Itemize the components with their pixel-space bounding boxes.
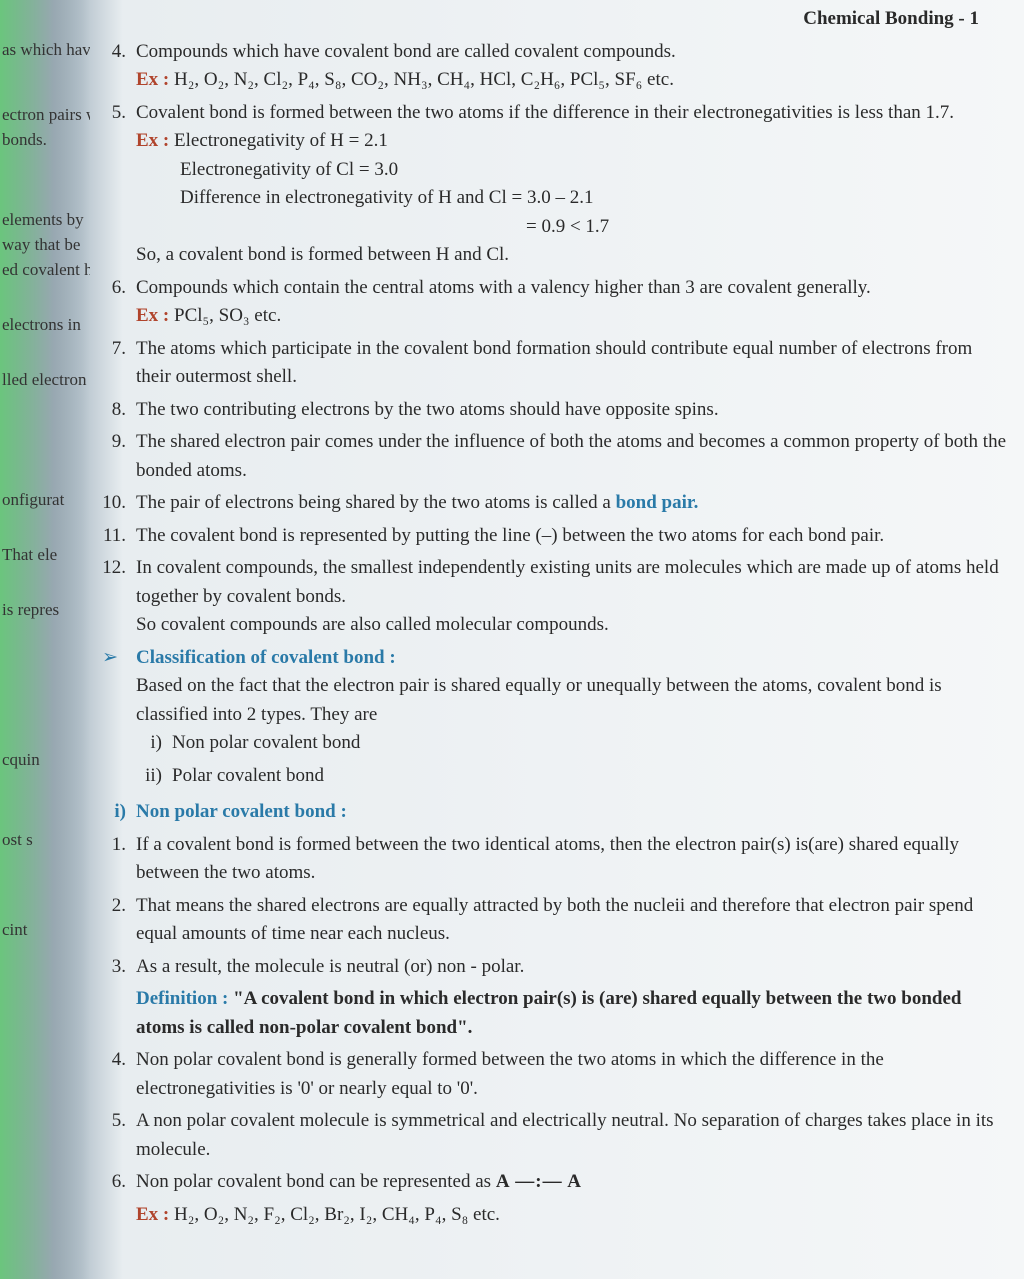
edge-text: ectron pairs wh [0,105,90,125]
np-point-3: 3. As a result, the molecule is neutral … [100,953,1009,982]
example-label: Ex : [136,130,174,151]
nonpolar-heading: i) Non polar covalent bond : [100,798,1009,827]
np-point-6: 6. Non polar covalent bond can be repres… [100,1168,1009,1197]
point-number: 3. [100,953,136,982]
example-line: Electronegativity of H = 2.1 [174,130,388,151]
point-number: 4. [100,1046,136,1103]
point-text: That means the shared electrons are equa… [136,892,1009,949]
list-item: Non polar covalent bond [172,729,360,758]
point-number: 7. [100,335,136,392]
point-6: 6. Compounds which contain the central a… [100,274,1009,331]
point-number: 12. [100,554,136,640]
point-5: 5. Covalent bond is formed between the t… [100,99,1009,270]
edge-text: elements by [0,210,90,230]
example-text: H₂, O₂, N₂, F₂, Cl₂, Br₂, I₂, CH₄, P₄, S… [174,1204,500,1225]
point-number: 11. [100,522,136,551]
edge-text: bonds. [0,130,90,150]
point-number: 6. [100,1168,136,1197]
roman-num: i) [136,729,172,758]
edge-text: cint [0,920,90,940]
point-number: 4. [100,38,136,95]
example-label: Ex : [136,305,174,326]
classification-section: ➢ Classification of covalent bond : Base… [100,644,1009,795]
point-10: 10. The pair of electrons being shared b… [100,489,1009,518]
example-text: H₂, O₂, N₂, Cl₂, P₄, S₈, CO₂, NH₃, CH₄, … [174,69,674,90]
point-number: 5. [100,1107,136,1164]
edge-text: way that be [0,235,90,255]
point-text: The pair of electrons being shared by th… [136,492,616,513]
edge-text: electrons in [0,315,90,335]
point-number: 5. [100,99,136,270]
bond-pair-term: bond pair. [616,492,699,513]
point-text: The covalent bond is represented by putt… [136,522,1009,551]
point-text: Non polar covalent bond is generally for… [136,1046,1009,1103]
point-text: So covalent compounds are also called mo… [136,614,609,635]
edge-text: onfigurat [0,490,90,510]
point-number: 2. [100,892,136,949]
point-number: 9. [100,428,136,485]
subsection-heading: Non polar covalent bond : [136,798,1009,827]
example-line: Difference in electronegativity of H and… [136,187,593,208]
edge-text: ost s [0,830,90,850]
definition-label: Definition : [136,988,233,1009]
list-item: Polar covalent bond [172,762,324,791]
example-line: = 0.9 < 1.7 [136,216,609,237]
edge-text: That ele [0,545,90,565]
edge-text: as which have t [0,40,90,60]
page-header: Chemical Bonding - 1 [100,5,1009,34]
section-heading: Classification of covalent bond : [136,647,396,668]
point-text: Non polar covalent bond can be represent… [136,1171,496,1192]
definition-block: Definition : "A covalent bond in which e… [100,985,1009,1042]
point-text: Compounds which contain the central atom… [136,277,871,298]
point-number: 1. [100,831,136,888]
point-text: The shared electron pair comes under the… [136,428,1009,485]
point-11: 11. The covalent bond is represented by … [100,522,1009,551]
edge-text: ed covalent h [0,260,90,280]
point-text: The two contributing electrons by the tw… [136,396,1009,425]
roman-num: ii) [136,762,172,791]
example-label: Ex : [136,1204,174,1225]
np-example: Ex : H₂, O₂, N₂, F₂, Cl₂, Br₂, I₂, CH₄, … [100,1201,1009,1230]
edge-text: lled electron [0,370,90,390]
point-12: 12. In covalent compounds, the smallest … [100,554,1009,640]
section-text: Based on the fact that the electron pair… [136,675,942,725]
point-9: 9. The shared electron pair comes under … [100,428,1009,485]
point-text: A non polar covalent molecule is symmetr… [136,1107,1009,1164]
definition-text: "A covalent bond in which electron pair(… [136,988,961,1038]
page-left-edge: as which have t ectron pairs wh bonds. e… [0,0,90,1279]
np-point-2: 2. That means the shared electrons are e… [100,892,1009,949]
example-label: Ex : [136,69,174,90]
example-line: Electronegativity of Cl = 3.0 [136,159,398,180]
np-point-4: 4. Non polar covalent bond is generally … [100,1046,1009,1103]
point-number: 10. [100,489,136,518]
point-text: If a covalent bond is formed between the… [136,831,1009,888]
example-text: PCl₅, SO₃ etc. [174,305,281,326]
point-text: The atoms which participate in the coval… [136,335,1009,392]
point-number: 8. [100,396,136,425]
point-text: As a result, the molecule is neutral (or… [136,953,1009,982]
edge-text: cquin [0,750,90,770]
point-text: Covalent bond is formed between the two … [136,102,954,123]
edge-text: is repres [0,600,90,620]
np-point-1: 1. If a covalent bond is formed between … [100,831,1009,888]
point-text: Compounds which have covalent bond are c… [136,41,676,62]
point-text: So, a covalent bond is formed between H … [136,244,509,265]
np-point-5: 5. A non polar covalent molecule is symm… [100,1107,1009,1164]
point-7: 7. The atoms which participate in the co… [100,335,1009,392]
page-content: Chemical Bonding - 1 4. Compounds which … [100,5,1009,1233]
point-text: In covalent compounds, the smallest inde… [136,557,999,607]
point-8: 8. The two contributing electrons by the… [100,396,1009,425]
roman-num: i) [100,798,136,827]
bond-symbol: A —:— A [496,1171,582,1192]
point-4: 4. Compounds which have covalent bond ar… [100,38,1009,95]
point-number: 6. [100,274,136,331]
arrow-icon: ➢ [102,647,118,668]
